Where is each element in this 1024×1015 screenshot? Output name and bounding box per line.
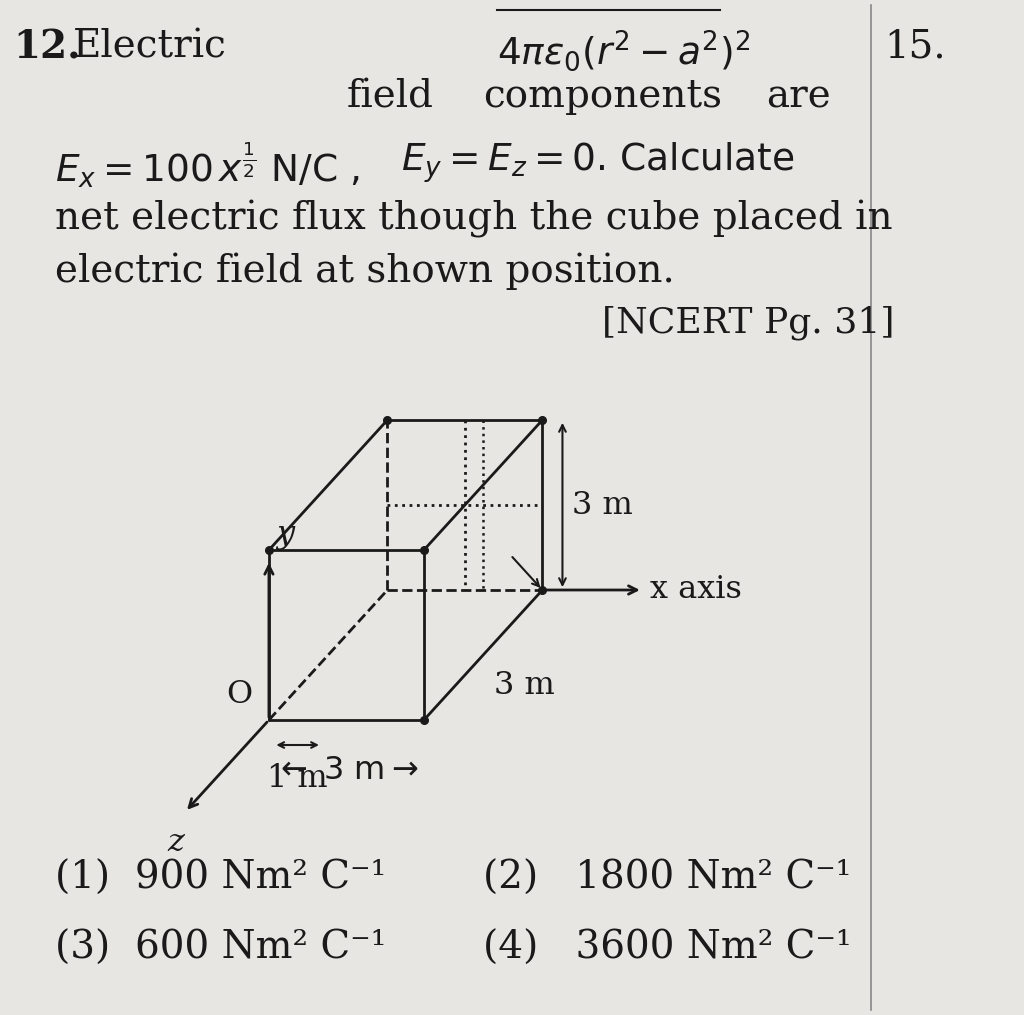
- Text: y: y: [276, 519, 294, 550]
- Text: field: field: [346, 78, 433, 115]
- Text: [NCERT Pg. 31]: [NCERT Pg. 31]: [602, 304, 894, 339]
- Text: O: O: [226, 679, 253, 710]
- Text: electric field at shown position.: electric field at shown position.: [54, 252, 675, 289]
- Text: (4)   3600 Nm² C⁻¹: (4) 3600 Nm² C⁻¹: [483, 930, 852, 967]
- Text: $\leftarrow$ 3 m$\rightarrow$: $\leftarrow$ 3 m$\rightarrow$: [274, 755, 419, 786]
- Text: 3 m: 3 m: [495, 670, 555, 701]
- Text: z: z: [168, 827, 184, 858]
- Text: (1)  900 Nm² C⁻¹: (1) 900 Nm² C⁻¹: [54, 860, 386, 897]
- Text: are: are: [766, 78, 830, 115]
- Text: 15.: 15.: [885, 28, 946, 65]
- Text: 1 m: 1 m: [267, 763, 328, 794]
- Text: Electric: Electric: [73, 28, 226, 65]
- Text: components: components: [483, 78, 722, 115]
- Text: $E_y = E_z = 0$. Calculate: $E_y = E_z = 0$. Calculate: [401, 140, 795, 185]
- Text: 3 m: 3 m: [571, 489, 633, 521]
- Text: (3)  600 Nm² C⁻¹: (3) 600 Nm² C⁻¹: [54, 930, 386, 967]
- Text: x axis: x axis: [650, 574, 741, 606]
- Text: $E_x = 100\,x^{\frac{1}{2}}$ N/C ,: $E_x = 100\,x^{\frac{1}{2}}$ N/C ,: [54, 140, 359, 190]
- Text: $4\pi\varepsilon_0(r^2-a^2)^2$: $4\pi\varepsilon_0(r^2-a^2)^2$: [497, 28, 751, 73]
- Text: (2)   1800 Nm² C⁻¹: (2) 1800 Nm² C⁻¹: [483, 860, 852, 897]
- Text: net electric flux though the cube placed in: net electric flux though the cube placed…: [54, 200, 892, 238]
- Text: 12.: 12.: [13, 28, 81, 66]
